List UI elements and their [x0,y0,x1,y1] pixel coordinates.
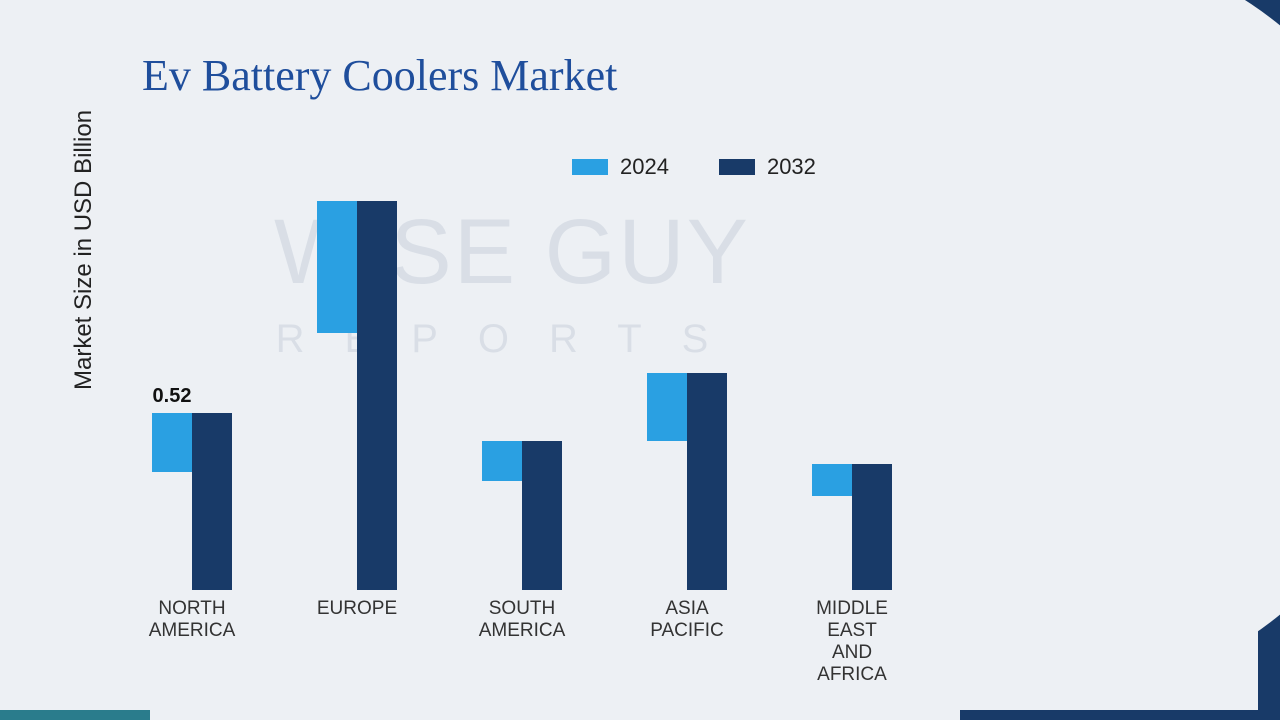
x-axis-label: MIDDLE EAST AND AFRICA [777,598,927,685]
x-axis-label: EUROPE [282,598,432,620]
legend-item-2032: 2032 [719,154,816,180]
bar-2032 [852,464,892,590]
y-axis-label: Market Size in USD Billion [70,110,98,390]
x-axis-label: NORTH AMERICA [117,598,267,642]
bar-group: SOUTH AMERICA [462,441,582,590]
bar-2024 [647,373,687,442]
x-axis-label: SOUTH AMERICA [447,598,597,642]
bar-group: EUROPE [297,201,417,590]
bar-2024 [482,441,522,481]
footer-accent-bar [0,710,150,720]
legend-swatch-2024 [572,159,608,175]
x-axis-label: ASIA PACIFIC [612,598,762,642]
legend-label-2032: 2032 [767,154,816,180]
chart-title: Ev Battery Coolers Market [142,50,617,101]
bar-group: 0.52NORTH AMERICA [132,413,252,590]
bar-2032 [687,373,727,590]
legend-swatch-2032 [719,159,755,175]
bar-2032 [357,201,397,590]
bar-2032 [522,441,562,590]
legend-label-2024: 2024 [620,154,669,180]
plot-area: 0.52NORTH AMERICA EUROPE SOUTH AMERICA ASIA… [122,190,962,590]
bar-2024: 0.52 [152,413,192,472]
legend: 2024 2032 [572,154,816,180]
bar-2032 [192,413,232,590]
bar-group: ASIA PACIFIC [627,373,747,590]
bar-2024 [812,464,852,496]
legend-item-2024: 2024 [572,154,669,180]
bar-group: MIDDLE EAST AND AFRICA [792,464,912,590]
bar-value-label: 0.52 [153,385,192,408]
chart-canvas: WISE GUY REPORTS Ev Battery Coolers Mark… [22,10,1258,710]
bar-2024 [317,201,357,332]
